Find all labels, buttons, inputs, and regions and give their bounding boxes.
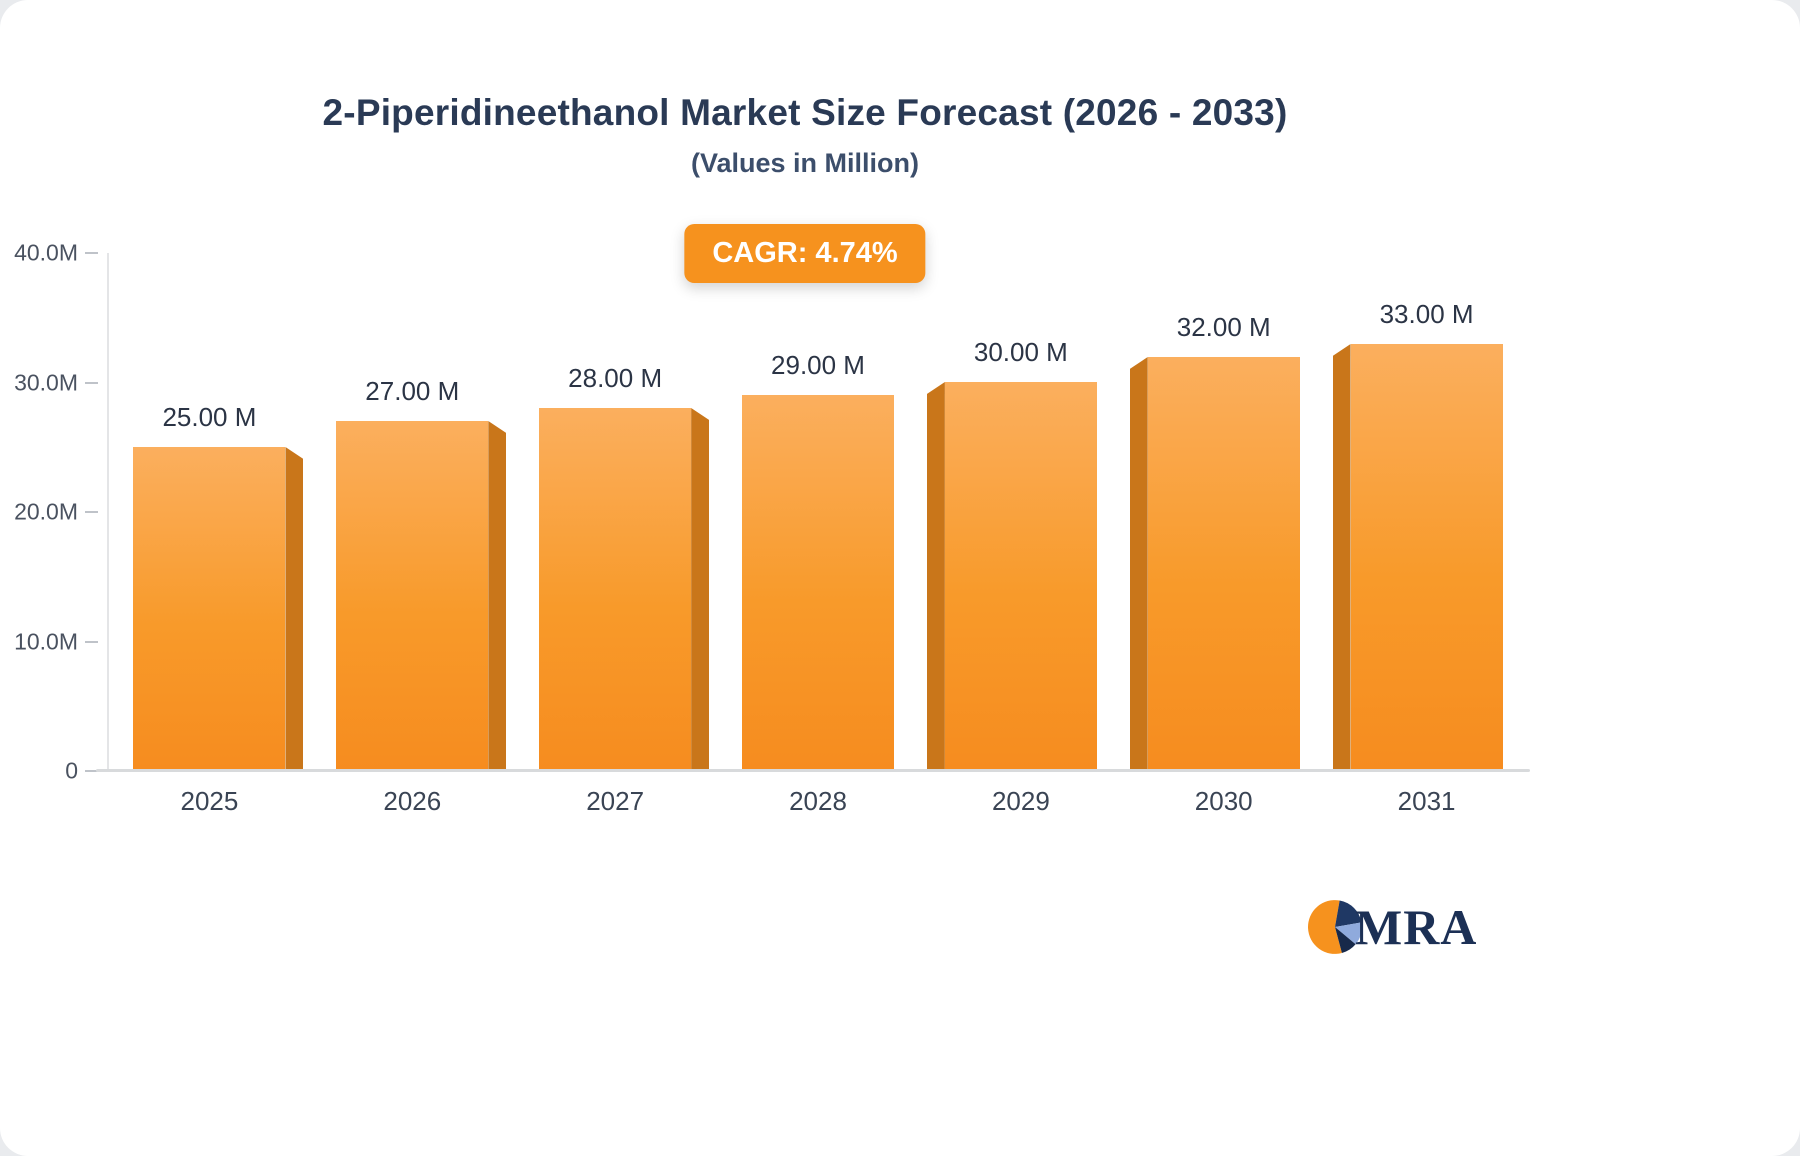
x-axis-label: 2025 bbox=[180, 786, 239, 816]
bar-2027[interactable] bbox=[539, 408, 710, 771]
bar-slot: 28.00 M bbox=[514, 253, 717, 771]
x-axis-labels: 2025 2026 2027 2028 2029 2030 2031 bbox=[108, 786, 1528, 817]
bar-value-label: 32.00 M bbox=[1176, 312, 1271, 342]
bar-slot: 32.00 M bbox=[1122, 253, 1325, 771]
bar-2028[interactable] bbox=[742, 395, 894, 771]
bar-slot: 33.00 M bbox=[1325, 253, 1528, 771]
cagr-badge: CAGR: 4.74% bbox=[684, 224, 926, 283]
bar-2029[interactable] bbox=[926, 382, 1097, 771]
bar-value-label: 28.00 M bbox=[568, 363, 663, 393]
bar-value-label: 25.00 M bbox=[162, 402, 257, 432]
bar-slot: 25.00 M bbox=[108, 253, 311, 771]
y-axis-tick-mark bbox=[85, 252, 98, 254]
y-axis-tick-mark bbox=[85, 511, 98, 513]
y-axis-tick-mark bbox=[85, 381, 98, 384]
x-axis-label: 2028 bbox=[789, 786, 847, 816]
x-axis-line bbox=[96, 769, 1530, 772]
bar-3d-side bbox=[1332, 344, 1351, 771]
x-axis-label: 2026 bbox=[383, 786, 442, 816]
bar-value-label: 29.00 M bbox=[771, 350, 865, 380]
x-axis-label: 2029 bbox=[991, 786, 1050, 816]
bar-value-label: 27.00 M bbox=[365, 376, 460, 406]
y-axis: 40.0M 30.0M 20.0M 10.0M 0 bbox=[0, 240, 106, 784]
bar-value-label: 33.00 M bbox=[1379, 299, 1474, 329]
x-axis-label: 2031 bbox=[1397, 786, 1456, 816]
chart-title: 2-Piperidineethanol Market Size Forecast… bbox=[322, 92, 1288, 133]
bar-slot: 29.00 M bbox=[717, 253, 920, 771]
bar-2026[interactable] bbox=[336, 421, 507, 771]
chart-subtitle: (Values in Million) bbox=[690, 148, 920, 178]
bar-2030[interactable] bbox=[1129, 357, 1300, 771]
x-axis-label: 2027 bbox=[586, 786, 645, 816]
y-axis-tick-label: 30.0M bbox=[14, 369, 78, 395]
bar-3d-side bbox=[691, 408, 710, 771]
y-axis-tick-mark bbox=[85, 770, 98, 772]
brand-logo: MRA bbox=[1306, 898, 1477, 956]
bar-3d-side bbox=[285, 447, 304, 771]
bar-slot: 27.00 M bbox=[311, 253, 514, 771]
bar-slot: 30.00 M bbox=[919, 253, 1122, 771]
bar-value-label: 30.00 M bbox=[973, 337, 1068, 367]
y-axis-tick-label: 40.0M bbox=[14, 239, 78, 266]
y-axis-tick-label: 0 bbox=[65, 757, 78, 784]
bar-3d-side bbox=[926, 382, 945, 771]
x-axis-label: 2030 bbox=[1194, 786, 1253, 816]
bar-3d-side bbox=[488, 421, 507, 771]
y-axis-line bbox=[107, 253, 109, 771]
bar-2025[interactable] bbox=[133, 447, 304, 771]
y-axis-tick-label: 20.0M bbox=[14, 498, 78, 525]
y-axis-tick-label: 10.0M bbox=[14, 628, 78, 654]
logo-pie-icon bbox=[1308, 900, 1362, 954]
bar-2031[interactable] bbox=[1332, 344, 1503, 771]
plot-area: 25.00 M 27.00 M 28.00 M 29.00 M 30.00 M 32.00… bbox=[108, 253, 1528, 771]
y-axis-tick-mark bbox=[85, 640, 98, 643]
logo-text: MRA bbox=[1355, 899, 1478, 955]
bar-3d-side bbox=[1129, 357, 1148, 771]
